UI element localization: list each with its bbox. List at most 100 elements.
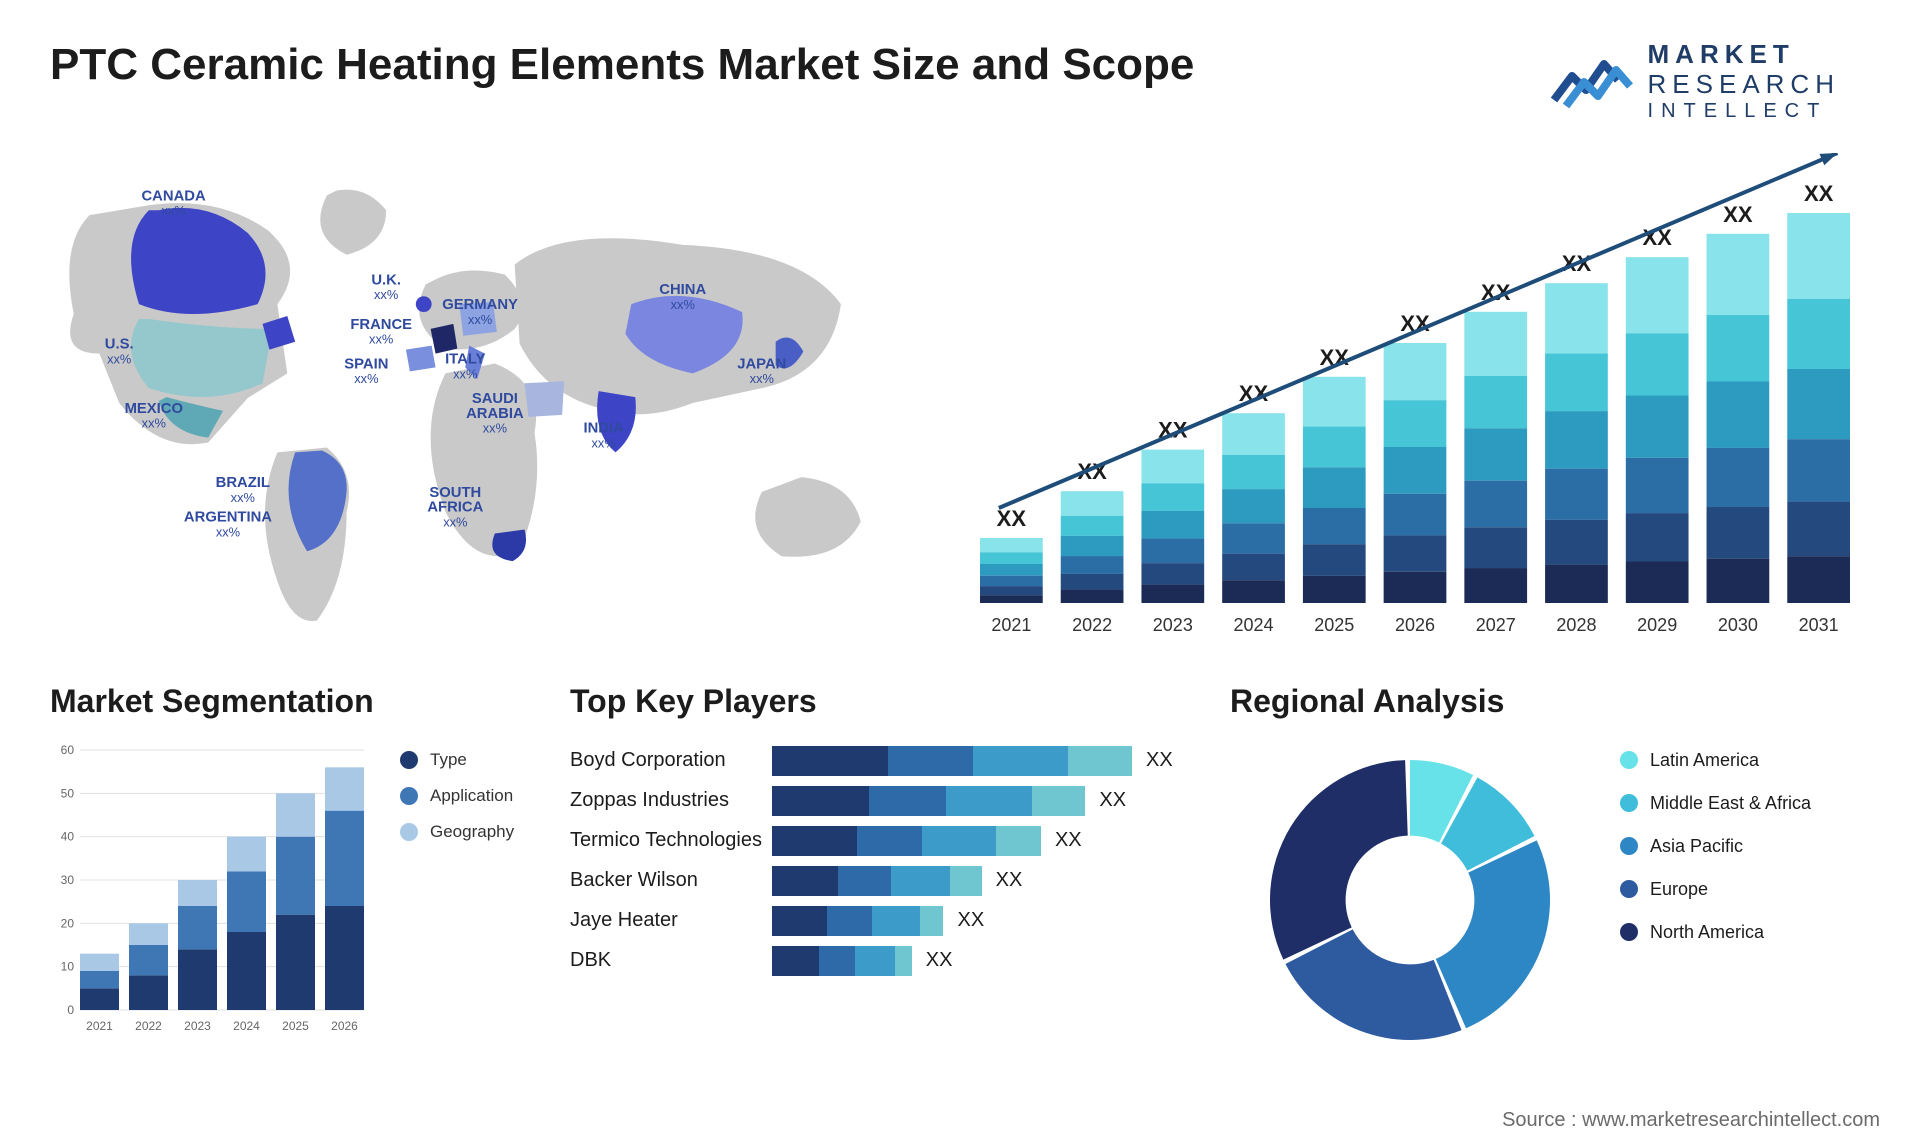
legend-dot-icon	[1620, 880, 1638, 898]
player-value: XX	[926, 949, 953, 972]
brand-mark-icon	[1546, 46, 1636, 116]
svg-text:XX: XX	[997, 506, 1027, 531]
regional-legend-item: Europe	[1620, 879, 1811, 900]
player-bar-wrap: XX	[772, 906, 1190, 936]
legend-label: Geography	[430, 822, 514, 842]
svg-text:2031: 2031	[1799, 615, 1839, 635]
regional-legend: Latin America Middle East & Africa Asia Pa…	[1620, 740, 1811, 943]
svg-text:xx%: xx%	[161, 203, 185, 218]
player-value: XX	[958, 909, 985, 932]
legend-dot-icon	[400, 823, 418, 841]
svg-text:2028: 2028	[1556, 615, 1596, 635]
player-bar-segment	[857, 826, 923, 856]
svg-text:xx%: xx%	[107, 351, 131, 366]
brand-line2: RESEARCH	[1648, 70, 1840, 100]
player-bar-segment	[922, 826, 996, 856]
svg-text:SPAIN: SPAIN	[344, 356, 388, 372]
player-name: Termico Technologies	[570, 829, 760, 852]
player-bar-wrap: XX	[772, 866, 1190, 896]
svg-text:xx%: xx%	[750, 371, 774, 386]
svg-text:2021: 2021	[86, 1019, 113, 1033]
svg-text:30: 30	[61, 873, 75, 887]
svg-text:2025: 2025	[1314, 615, 1354, 635]
svg-text:xx%: xx%	[453, 366, 477, 381]
player-name: Zoppas Industries	[570, 789, 760, 812]
svg-text:40: 40	[61, 829, 75, 843]
svg-text:2030: 2030	[1718, 615, 1758, 635]
svg-text:XX: XX	[1723, 202, 1753, 227]
player-name: Boyd Corporation	[570, 749, 760, 772]
player-bar-wrap: XX	[772, 946, 1190, 976]
player-bar	[772, 906, 944, 936]
legend-dot-icon	[1620, 837, 1638, 855]
player-name: Backer Wilson	[570, 869, 760, 892]
svg-text:FRANCE: FRANCE	[350, 317, 412, 333]
legend-dot-icon	[1620, 923, 1638, 941]
svg-text:U.S.: U.S.	[105, 336, 134, 352]
player-bar-segment	[855, 946, 895, 976]
regional-legend-item: Asia Pacific	[1620, 836, 1811, 857]
player-bar-segment	[946, 786, 1033, 816]
svg-text:ARABIA: ARABIA	[466, 406, 524, 422]
player-bar-wrap: XX	[772, 746, 1190, 776]
player-bar-segment	[838, 866, 891, 896]
player-row: Termico Technologies XX	[570, 826, 1190, 856]
player-value: XX	[996, 869, 1023, 892]
player-bar-segment	[772, 906, 827, 936]
svg-text:CANADA: CANADA	[141, 188, 205, 204]
player-bar	[772, 786, 1085, 816]
svg-text:xx%: xx%	[216, 524, 240, 539]
player-bar-segment	[772, 866, 838, 896]
segmentation-legend: Type Application Geography	[400, 740, 514, 1063]
svg-text:ITALY: ITALY	[445, 351, 485, 367]
player-bar-segment	[1068, 746, 1132, 776]
svg-text:xx%: xx%	[374, 287, 398, 302]
player-bar-segment	[888, 746, 973, 776]
legend-label: Application	[430, 786, 513, 806]
main-bar-chart: XX2021XX2022XX2023XX2024XX2025XX2026XX20…	[950, 153, 1870, 653]
legend-label: North America	[1650, 922, 1764, 943]
svg-text:xx%: xx%	[468, 312, 492, 327]
legend-dot-icon	[1620, 751, 1638, 769]
player-row: Boyd Corporation XX	[570, 746, 1190, 776]
players-heading: Top Key Players	[570, 683, 1190, 720]
world-map-panel: CANADAxx%U.S.xx%MEXICOxx%BRAZILxx%ARGENT…	[50, 153, 920, 653]
player-bar-segment	[869, 786, 945, 816]
player-bar-segment	[772, 946, 819, 976]
svg-text:xx%: xx%	[483, 420, 507, 435]
main-chart-panel: XX2021XX2022XX2023XX2024XX2025XX2026XX20…	[950, 153, 1870, 653]
player-bar-segment	[950, 866, 982, 896]
legend-label: Asia Pacific	[1650, 836, 1743, 857]
regional-heading: Regional Analysis	[1230, 683, 1870, 720]
player-bar	[772, 866, 982, 896]
svg-text:2022: 2022	[135, 1019, 162, 1033]
player-row: DBK XX	[570, 946, 1190, 976]
svg-text:INDIA: INDIA	[583, 420, 624, 436]
svg-text:2023: 2023	[184, 1019, 211, 1033]
page-title: PTC Ceramic Heating Elements Market Size…	[50, 40, 1194, 90]
player-bar-wrap: XX	[772, 826, 1190, 856]
player-bar-segment	[772, 746, 888, 776]
legend-label: Type	[430, 750, 467, 770]
svg-text:xx%: xx%	[354, 371, 378, 386]
player-row: Jaye Heater XX	[570, 906, 1190, 936]
svg-text:2024: 2024	[233, 1019, 260, 1033]
player-bar-segment	[1032, 786, 1085, 816]
svg-text:xx%: xx%	[142, 415, 166, 430]
regional-legend-item: Latin America	[1620, 750, 1811, 771]
brand-line3: INTELLECT	[1648, 100, 1840, 123]
player-name: DBK	[570, 949, 760, 972]
svg-text:ARGENTINA: ARGENTINA	[184, 509, 272, 525]
header: PTC Ceramic Heating Elements Market Size…	[50, 40, 1870, 123]
svg-text:BRAZIL: BRAZIL	[216, 475, 270, 491]
svg-text:2026: 2026	[1395, 615, 1435, 635]
legend-label: Middle East & Africa	[1650, 793, 1811, 814]
svg-text:0: 0	[67, 1003, 74, 1017]
players-panel: Top Key Players Boyd Corporation XX Zoppas…	[570, 683, 1190, 1063]
player-bar-segment	[996, 826, 1040, 856]
legend-dot-icon	[1620, 794, 1638, 812]
player-bar-segment	[891, 866, 950, 896]
player-name: Jaye Heater	[570, 909, 760, 932]
player-bar	[772, 826, 1041, 856]
player-value: XX	[1146, 749, 1173, 772]
